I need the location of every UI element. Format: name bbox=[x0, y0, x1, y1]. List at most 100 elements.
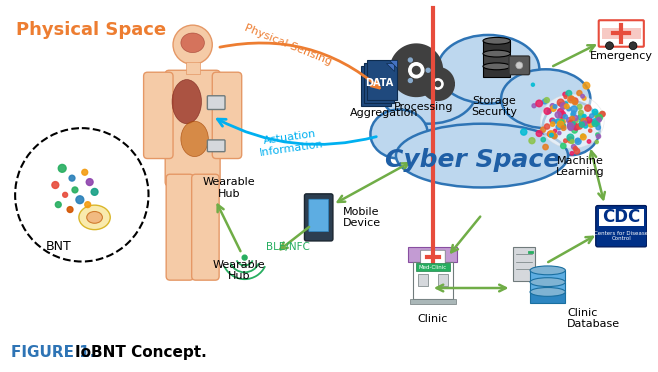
Circle shape bbox=[564, 102, 568, 105]
Circle shape bbox=[558, 131, 561, 135]
FancyBboxPatch shape bbox=[207, 96, 225, 109]
Text: DATA: DATA bbox=[365, 78, 393, 88]
FancyBboxPatch shape bbox=[599, 209, 644, 226]
Circle shape bbox=[570, 152, 574, 155]
Text: FIGURE 1.: FIGURE 1. bbox=[11, 345, 95, 360]
Circle shape bbox=[173, 25, 213, 64]
Circle shape bbox=[559, 120, 564, 124]
FancyBboxPatch shape bbox=[420, 250, 445, 265]
FancyBboxPatch shape bbox=[509, 56, 530, 75]
Circle shape bbox=[596, 125, 600, 130]
Circle shape bbox=[599, 112, 605, 116]
FancyBboxPatch shape bbox=[365, 63, 393, 103]
Ellipse shape bbox=[181, 33, 205, 52]
Circle shape bbox=[605, 42, 613, 50]
FancyBboxPatch shape bbox=[595, 206, 647, 247]
Circle shape bbox=[409, 63, 424, 78]
Text: Clinic
Database: Clinic Database bbox=[567, 308, 620, 329]
Polygon shape bbox=[409, 247, 457, 262]
Circle shape bbox=[561, 143, 566, 148]
Circle shape bbox=[426, 72, 450, 96]
Circle shape bbox=[573, 124, 579, 130]
Circle shape bbox=[571, 113, 574, 116]
FancyBboxPatch shape bbox=[186, 62, 199, 74]
Text: BNT: BNT bbox=[45, 240, 71, 253]
Circle shape bbox=[570, 116, 574, 121]
Circle shape bbox=[556, 124, 561, 130]
FancyBboxPatch shape bbox=[305, 194, 333, 241]
Circle shape bbox=[595, 133, 599, 136]
Circle shape bbox=[582, 115, 586, 118]
Text: Physical Sensing: Physical Sensing bbox=[243, 23, 333, 67]
FancyBboxPatch shape bbox=[483, 66, 511, 77]
Circle shape bbox=[397, 51, 436, 89]
Circle shape bbox=[540, 127, 545, 132]
FancyBboxPatch shape bbox=[513, 247, 535, 281]
Circle shape bbox=[563, 115, 567, 119]
Circle shape bbox=[561, 124, 565, 128]
Circle shape bbox=[572, 98, 578, 104]
Circle shape bbox=[589, 129, 592, 132]
Circle shape bbox=[542, 99, 547, 104]
Text: Emergency: Emergency bbox=[590, 51, 653, 61]
FancyBboxPatch shape bbox=[361, 66, 391, 106]
Ellipse shape bbox=[438, 35, 540, 104]
Text: Clinic: Clinic bbox=[418, 314, 448, 324]
Circle shape bbox=[550, 118, 555, 123]
Circle shape bbox=[581, 134, 585, 138]
Ellipse shape bbox=[540, 94, 604, 148]
Circle shape bbox=[629, 42, 637, 50]
Circle shape bbox=[585, 105, 591, 111]
Circle shape bbox=[579, 122, 584, 127]
FancyBboxPatch shape bbox=[599, 20, 644, 47]
Circle shape bbox=[586, 117, 592, 123]
FancyBboxPatch shape bbox=[438, 274, 447, 286]
Text: IoBNT Concept.: IoBNT Concept. bbox=[75, 345, 207, 360]
Ellipse shape bbox=[543, 101, 600, 155]
Circle shape bbox=[592, 119, 597, 124]
Ellipse shape bbox=[483, 38, 511, 44]
Circle shape bbox=[577, 124, 582, 129]
Circle shape bbox=[433, 79, 443, 89]
Circle shape bbox=[571, 106, 577, 112]
Circle shape bbox=[435, 81, 440, 87]
Circle shape bbox=[553, 129, 557, 132]
Circle shape bbox=[572, 128, 577, 133]
Circle shape bbox=[567, 118, 572, 123]
Text: Machine
Learning: Machine Learning bbox=[556, 155, 605, 177]
Circle shape bbox=[569, 120, 573, 125]
FancyBboxPatch shape bbox=[417, 263, 449, 271]
Circle shape bbox=[409, 78, 413, 83]
Circle shape bbox=[409, 58, 413, 62]
Text: Centers for Disease
Control: Centers for Disease Control bbox=[594, 231, 648, 241]
Circle shape bbox=[567, 137, 574, 143]
FancyBboxPatch shape bbox=[601, 28, 641, 39]
Circle shape bbox=[549, 133, 553, 137]
Ellipse shape bbox=[181, 121, 209, 157]
Circle shape bbox=[600, 112, 605, 117]
Circle shape bbox=[583, 82, 590, 89]
Circle shape bbox=[557, 121, 564, 127]
Ellipse shape bbox=[393, 82, 571, 180]
Circle shape bbox=[561, 103, 567, 109]
Circle shape bbox=[516, 62, 522, 69]
Circle shape bbox=[576, 138, 580, 142]
Circle shape bbox=[547, 131, 553, 137]
Circle shape bbox=[568, 96, 574, 103]
Circle shape bbox=[548, 131, 555, 137]
Circle shape bbox=[574, 148, 580, 154]
Text: Actuation
Information: Actuation Information bbox=[257, 128, 324, 158]
FancyBboxPatch shape bbox=[165, 70, 220, 186]
Circle shape bbox=[592, 109, 597, 115]
Circle shape bbox=[55, 202, 61, 208]
Ellipse shape bbox=[87, 212, 103, 223]
Circle shape bbox=[553, 105, 557, 109]
Circle shape bbox=[567, 123, 574, 129]
Circle shape bbox=[584, 124, 588, 128]
Circle shape bbox=[587, 140, 591, 143]
Circle shape bbox=[91, 189, 98, 195]
Circle shape bbox=[555, 112, 561, 118]
Circle shape bbox=[559, 103, 563, 106]
Circle shape bbox=[520, 129, 527, 135]
Circle shape bbox=[596, 115, 601, 119]
